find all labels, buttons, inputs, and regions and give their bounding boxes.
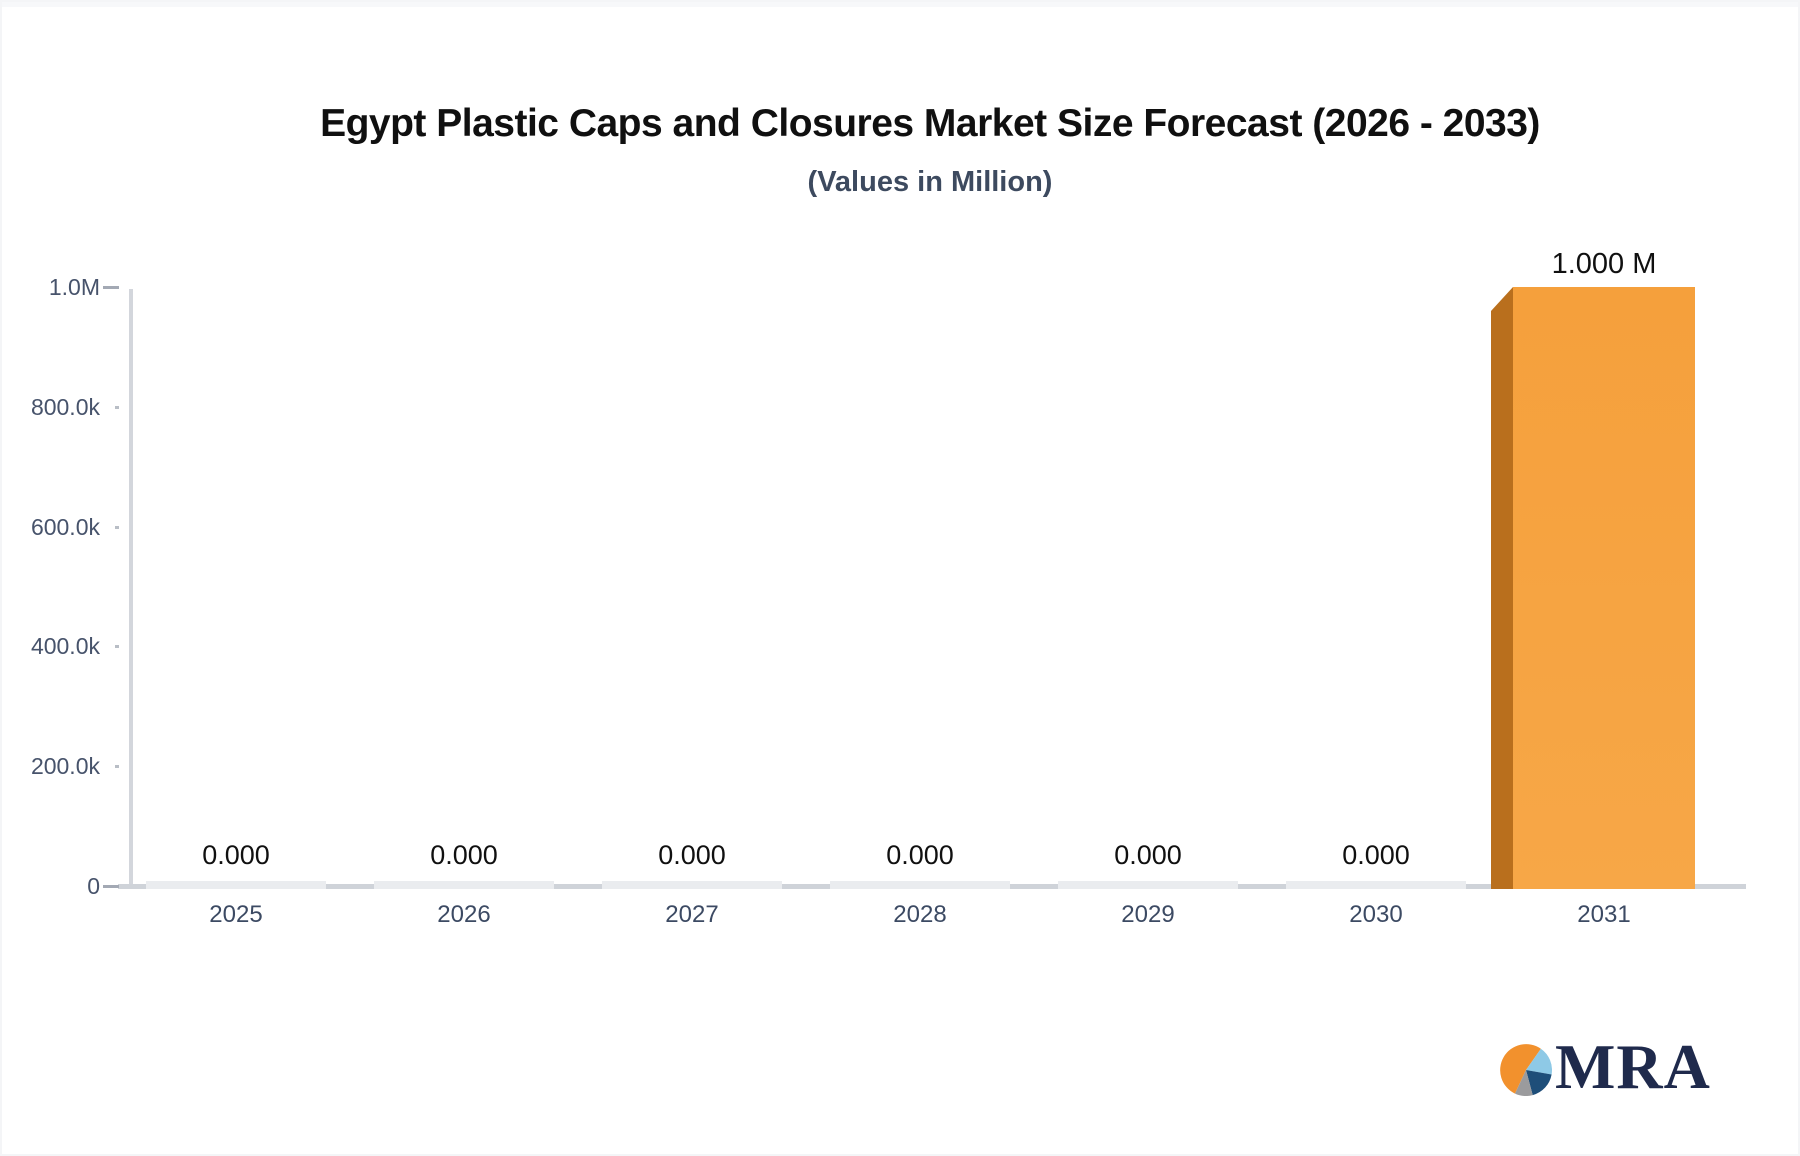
x-axis-tick-label: 2029 (1121, 901, 1175, 928)
bar[interactable] (1058, 881, 1238, 889)
y-axis-tick-label: 200.0k (30, 753, 100, 780)
x-axis-tick-label: 2026 (437, 901, 491, 928)
y-axis-tick-mark (103, 286, 119, 289)
y-axis-tick-mark (103, 885, 119, 888)
pie-slice-lightblue (1526, 1048, 1552, 1075)
bar[interactable] (374, 881, 554, 889)
chart-subtitle: (Values in Million) (807, 166, 1053, 198)
mra-pie-icon (1500, 1044, 1552, 1096)
y-axis-tick-label: 1.0M (48, 274, 100, 300)
pie-slice-orange (1500, 1044, 1541, 1094)
chart-category-slot: 0.000 2027 (578, 0, 806, 1156)
x-axis-tick-label: 2025 (209, 901, 263, 928)
bar[interactable] (602, 881, 782, 889)
chart-category-slot: 0.000 2029 (1034, 0, 1262, 1156)
chart-category-slot: 0.000 2026 (350, 0, 578, 1156)
chart-title: Egypt Plastic Caps and Closures Market S… (320, 102, 1540, 145)
chart-category-slot: 0.000 2025 (122, 0, 350, 1156)
x-axis-tick-label: 2030 (1349, 901, 1403, 928)
x-axis-tick-label: 2031 (1577, 901, 1631, 928)
y-axis-tick-label: 800.0k (30, 393, 100, 420)
mra-logo-text: MRA (1555, 1031, 1711, 1102)
pie-slice-gray (1515, 1070, 1533, 1096)
bar-value-label: 0.000 (1114, 840, 1182, 870)
chart-category-slot: 0.000 2028 (806, 0, 1034, 1156)
y-axis-tick-label: 0 (87, 873, 100, 899)
x-axis-tick-label: 2028 (893, 901, 947, 928)
bar-value-label: 0.000 (886, 840, 954, 870)
y-axis-tick-label: 600.0k (30, 513, 100, 540)
y-axis-tick-label: 400.0k (30, 633, 100, 660)
bar-value-label: 0.000 (1342, 840, 1410, 870)
chart-category-slot: 1.000 M 2031 (1490, 0, 1718, 1156)
mra-logo: MRA (1500, 1031, 1711, 1104)
chart-category-slot: 0.000 2030 (1262, 0, 1490, 1156)
y-axis-tick-mark (115, 765, 119, 769)
bar-value-label: 0.000 (202, 840, 270, 870)
bar[interactable] (146, 881, 326, 889)
x-axis-tick-label: 2027 (665, 901, 719, 928)
bar-value-label: 1.000 M (1551, 248, 1657, 280)
bar[interactable] (1286, 881, 1466, 889)
y-axis-tick-mark (115, 525, 119, 529)
bar[interactable] (1491, 287, 1695, 889)
y-axis-tick-mark (115, 405, 119, 409)
bar-3d-face (1513, 287, 1695, 889)
y-axis-line (129, 289, 133, 889)
y-axis-tick-mark (115, 645, 119, 649)
bar[interactable] (830, 881, 1010, 889)
bar-3d-side (1491, 287, 1513, 889)
pie-slice-navy (1526, 1070, 1552, 1096)
bar-value-label: 0.000 (430, 840, 498, 870)
bar-value-label: 0.000 (658, 840, 726, 870)
